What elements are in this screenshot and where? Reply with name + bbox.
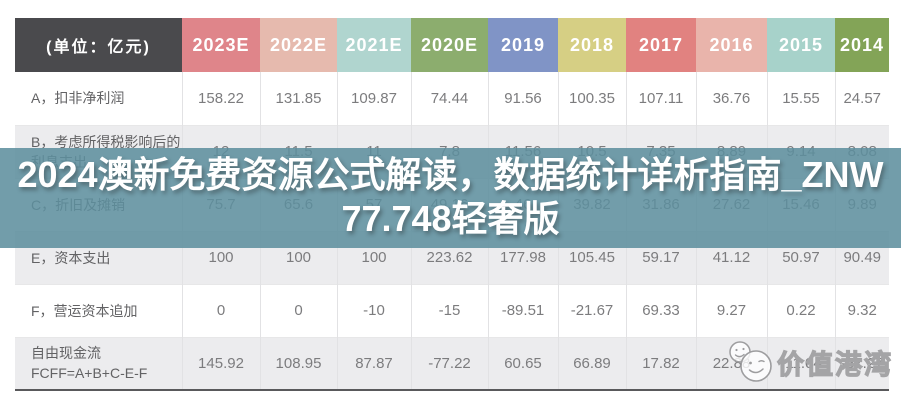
value-cell: 107.11 — [625, 72, 696, 125]
value-cell: -57.27 — [834, 336, 889, 391]
header-row: (单位：亿元) 2023E 2022E 2021E 2020E 2019 2018 2017… — [15, 18, 889, 72]
year-header-2019: 2019 — [488, 18, 558, 72]
value-cell: 145.92 — [181, 336, 260, 391]
year-header-2016: 2016 — [696, 18, 767, 72]
promo-banner-title: 2024澳新免费资源公式解读，数据统计详析指南_ZNW77.748轻奢版 — [17, 154, 884, 239]
year-header-2023E: 2023E — [182, 18, 260, 72]
watermark-text: 价值港湾 — [776, 349, 893, 380]
value-cell: 158.22 — [181, 72, 260, 125]
value-cell: 24.57 — [834, 72, 889, 125]
table-row: F，营运资本追加 0 0 -10 -15 -89.51 -21.67 69.33 9.27 0.2… — [15, 283, 889, 337]
value-cell: 131.85 — [259, 72, 337, 125]
year-header-2014: 2014 — [835, 18, 889, 72]
value-cell: 87.87 — [336, 336, 411, 391]
year-header-2018: 2018 — [558, 18, 626, 72]
value-cell: 0 — [181, 283, 260, 337]
row-label: F，营运资本追加 — [15, 283, 182, 337]
value-cell: 90.49 — [834, 230, 889, 284]
unit-header-cell: (单位：亿元) — [15, 18, 182, 72]
promo-banner-overlay: 2024澳新免费资源公式解读，数据统计详析指南_ZNW77.748轻奢版 — [0, 148, 901, 248]
value-cell: 9.32 — [834, 283, 889, 337]
year-header-2015: 2015 — [767, 18, 835, 72]
value-cell: -10 — [336, 283, 411, 337]
value-cell: -89.51 — [487, 283, 558, 337]
value-cell: 36.76 — [695, 72, 767, 125]
value-cell: -21.67 — [557, 283, 626, 337]
value-cell: 0 — [259, 283, 337, 337]
value-cell: 17.82 — [625, 336, 696, 391]
value-cell: 66.89 — [557, 336, 626, 391]
value-cell: 60.65 — [487, 336, 558, 391]
value-cell: 9.27 — [695, 283, 767, 337]
value-cell: -11.04 — [766, 336, 835, 391]
value-cell: 74.44 — [410, 72, 488, 125]
value-cell: 109.87 — [336, 72, 411, 125]
value-cell: 108.95 — [259, 336, 337, 391]
value-cell: -77.22 — [410, 336, 488, 391]
value-cell: 91.56 — [487, 72, 558, 125]
table-row: A，扣非净利润 158.22 131.85 109.87 74.44 91.56 100.3… — [15, 72, 889, 125]
row-label: A，扣非净利润 — [31, 90, 125, 107]
value-cell: 69.33 — [625, 283, 696, 337]
value-cell: -15 — [410, 283, 488, 337]
row-label: 自由现金流 FCFF=A+B+C-E-F — [15, 336, 182, 391]
watermark: 价值港湾 — [726, 335, 892, 389]
year-header-2022E: 2022E — [260, 18, 337, 72]
year-header-2020E: 2020E — [411, 18, 488, 72]
value-cell: 100.35 — [557, 72, 626, 125]
value-cell: 0.22 — [766, 283, 835, 337]
year-header-2021E: 2021E — [337, 18, 411, 72]
year-header-2017: 2017 — [626, 18, 696, 72]
value-cell: 15.55 — [766, 72, 835, 125]
smiley-faces-icon — [729, 341, 772, 382]
